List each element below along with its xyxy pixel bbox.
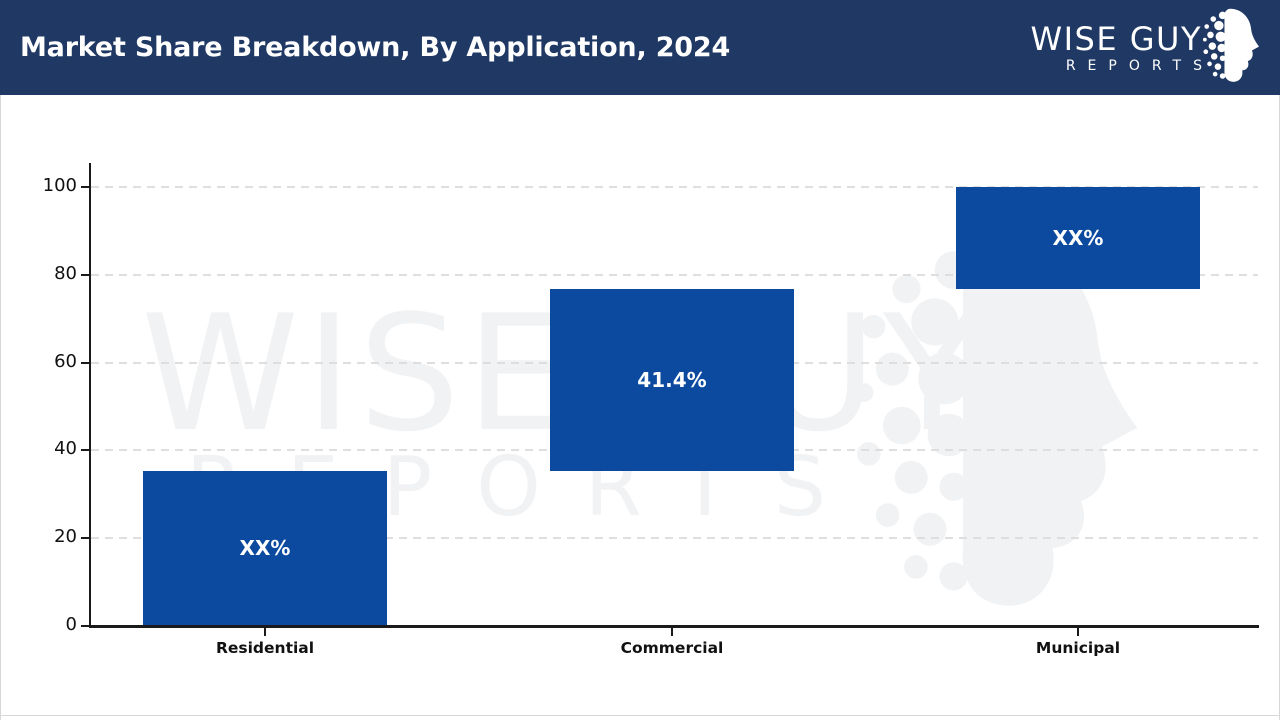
y-tick-label: 0 [65,614,77,635]
gridline [91,186,1258,188]
x-tick-mark [1077,628,1079,636]
y-tick-mark [81,361,89,364]
plot-area: 0 20 40 60 80 100 XX% 41.4% XX% Residential Commer… [1,95,1280,720]
bar-value-label: 41.4% [637,367,707,392]
brand-face-icon [1203,8,1259,82]
x-tick-mark [264,628,266,636]
x-tick-mark [671,628,673,636]
y-axis-line [89,163,91,627]
y-tick-mark [81,537,89,540]
x-category-label: Commercial [620,639,724,657]
y-tick-mark [81,449,89,452]
bottom-border [1,715,1280,716]
y-tick-label: 80 [54,262,77,284]
brand-subtitle: REPORTS [1065,57,1214,74]
chart-title: Market Share Breakdown, By Application, … [20,32,731,63]
y-tick-label: 20 [54,526,77,548]
y-tick-mark [81,273,89,276]
x-category-label: Residential [215,639,315,657]
y-tick-mark [81,186,89,188]
bar-commercial: 41.4% [550,288,794,471]
brand-logo: WISE GUY REPORTS [1030,6,1266,90]
gridline [91,273,1258,276]
y-tick-mark [81,625,89,627]
brand-name: WISE GUY [1030,19,1202,58]
y-tick-label: 40 [54,438,77,460]
chart-area: WISE GUY REPORTS 0 20 40 60 80 100 XX% 41.4% XX%… [0,95,1280,720]
y-tick-label: 100 [42,175,77,196]
bar-value-label: XX% [239,536,291,561]
bar-municipal: XX% [956,187,1200,289]
bar-residential: XX% [143,470,387,626]
brand-text: WISE GUY REPORTS [1030,22,1202,74]
x-axis-line [89,625,1259,628]
x-category-label: Municipal [1035,639,1121,657]
header-bar: Market Share Breakdown, By Application, … [0,0,1280,95]
bar-value-label: XX% [1052,225,1104,250]
y-tick-label: 60 [54,350,77,372]
gridline [91,537,1258,540]
